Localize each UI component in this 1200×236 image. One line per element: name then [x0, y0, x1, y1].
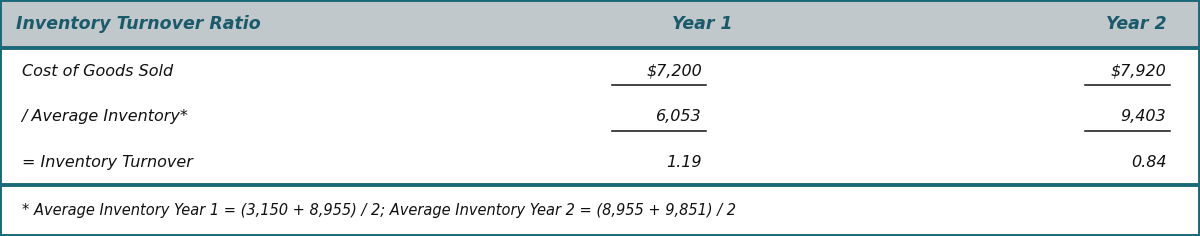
Text: = Inventory Turnover: = Inventory Turnover [22, 155, 192, 170]
Text: $7,920: $7,920 [1111, 64, 1166, 79]
Text: Year 1: Year 1 [672, 15, 732, 33]
Text: $7,200: $7,200 [647, 64, 702, 79]
Bar [0, 0, 1200, 48]
Text: Inventory Turnover Ratio: Inventory Turnover Ratio [16, 15, 260, 33]
Text: / Average Inventory*: / Average Inventory* [22, 109, 188, 124]
Bar [0, 185, 1200, 236]
Text: * Average Inventory Year 1 = (3,150 + 8,955) / 2; Average Inventory Year 2 = (8,: * Average Inventory Year 1 = (3,150 + 8,… [22, 203, 736, 218]
Text: 0.84: 0.84 [1130, 155, 1166, 170]
Text: 1.19: 1.19 [666, 155, 702, 170]
Text: 6,053: 6,053 [656, 109, 702, 124]
Text: Cost of Goods Sold: Cost of Goods Sold [22, 64, 173, 79]
Text: Year 2: Year 2 [1105, 15, 1166, 33]
Text: 9,403: 9,403 [1121, 109, 1166, 124]
